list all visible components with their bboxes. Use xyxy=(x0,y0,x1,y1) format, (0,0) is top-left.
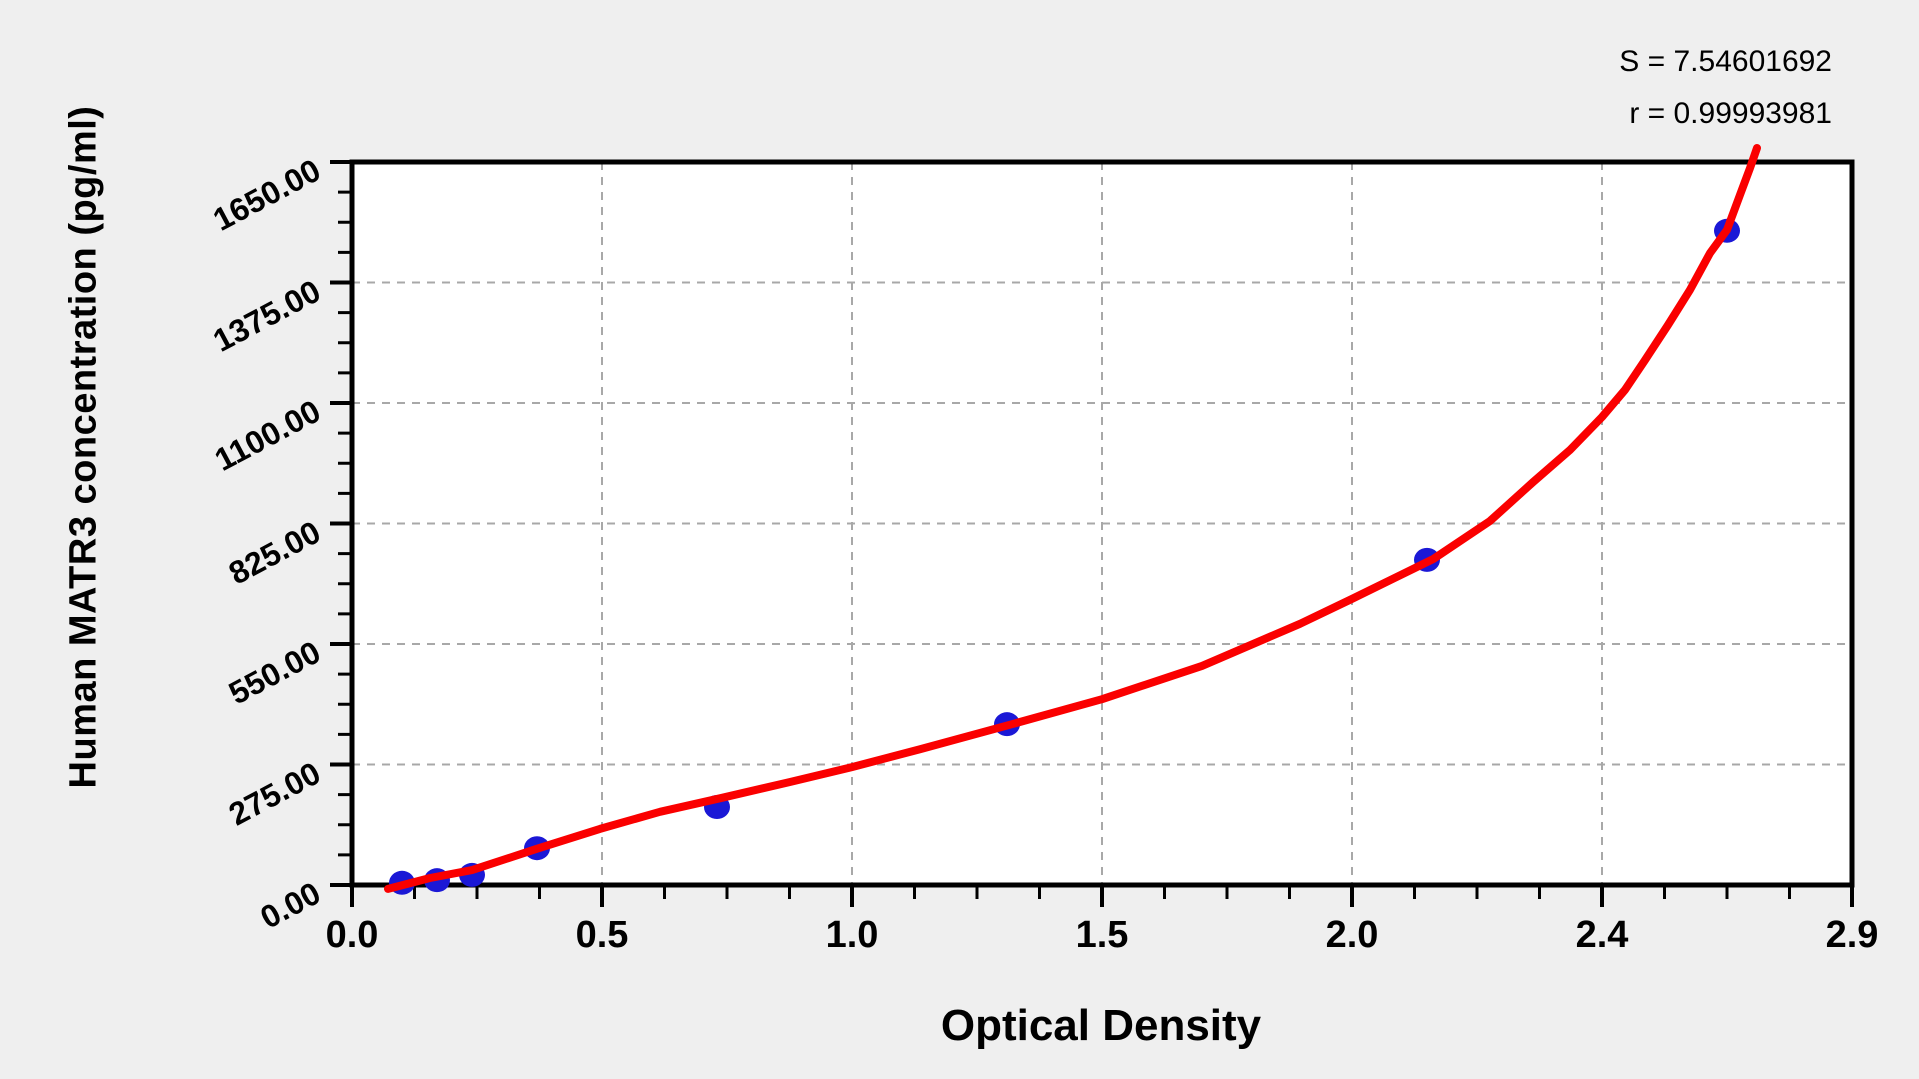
fitted-curve xyxy=(384,144,1761,893)
y-axis-title: Human MATR3 concentration (pg/ml) xyxy=(62,105,105,789)
x-tick-label: 2.0 xyxy=(1325,914,1379,956)
x-tick-label: 1.0 xyxy=(825,914,879,956)
stats-s-value: S = 7.54601692 xyxy=(1619,45,1832,78)
x-tick-label: 2.4 xyxy=(1575,914,1629,956)
stats-r-value: r = 0.99993981 xyxy=(1629,97,1832,130)
x-tick-label: 1.5 xyxy=(1075,914,1129,956)
x-axis-title: Optical Density xyxy=(940,1001,1262,1050)
stats-annotation: S = 7.54601692 r = 0.99993981 xyxy=(1619,36,1832,140)
x-tick-label: 0.5 xyxy=(575,914,629,956)
x-tick-label: 0.0 xyxy=(325,914,379,956)
x-tick-label: 2.9 xyxy=(1825,914,1879,956)
